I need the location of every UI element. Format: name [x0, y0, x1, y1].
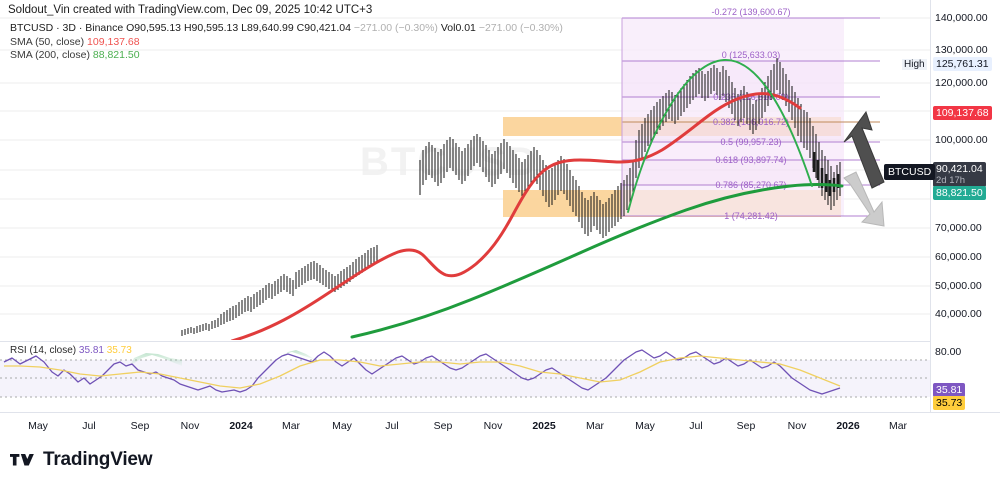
legend-sma200-row[interactable]: SMA (200, close) 88,821.50: [10, 49, 563, 63]
parabolic-arc-pattern: [627, 59, 813, 213]
price-tick-130000: 130,000.00: [935, 44, 988, 56]
time-tick-16: 2026: [836, 420, 860, 432]
bar-countdown: 2d 17h: [933, 175, 986, 187]
legend-open: O90,595.13: [126, 22, 182, 34]
fib-label-0618: 0.618 (93,897.74): [715, 155, 786, 165]
time-tick-0: May: [28, 420, 48, 432]
rsi-legend-label: RSI (14, close): [10, 345, 77, 356]
price-tick-140000: 140,000.00: [935, 12, 988, 24]
legend-sma200-label: SMA (200, close): [10, 49, 90, 61]
legend-volume-change: −271.00 (−0.30%): [478, 22, 563, 34]
up-arrow-annotation[interactable]: [843, 110, 885, 189]
sma50-price-badge: 109,137.68: [933, 106, 992, 120]
price-tick-50000: 50,000.00: [935, 280, 982, 292]
tradingview-logo-icon: [10, 453, 34, 466]
fib-label-0786: 0.786 (85,270.67): [715, 180, 786, 190]
fib-label-neg272: -0.272 (139,600.67): [711, 7, 790, 17]
high-marker-value: 125,761.31: [933, 57, 992, 71]
legend-low: L89,640.99: [241, 22, 294, 34]
legend-change: −271.00 (−0.30%): [353, 22, 438, 34]
legend-high: H90,595.13: [183, 22, 239, 34]
rsi-value-badge: 35.81: [933, 383, 966, 397]
symbol-flag: BTCUSD: [884, 164, 936, 180]
legend-symbol[interactable]: BTCUSD · 3D · Binance: [10, 22, 124, 34]
legend-ohlc-row: BTCUSD · 3D · Binance O90,595.13 H90,595…: [10, 22, 563, 36]
time-tick-12: May: [635, 420, 655, 432]
high-marker-label: High: [902, 59, 927, 70]
chart-footer: TradingView: [0, 441, 1000, 482]
time-tick-15: Nov: [787, 420, 807, 432]
time-tick-3: Nov: [180, 420, 200, 432]
rsi-legend[interactable]: RSI (14, close) 35.81 35.73: [10, 345, 132, 356]
rsi-ma-value-badge: 35.73: [933, 396, 966, 410]
legend-sma50-row[interactable]: SMA (50, close) 109,137.68: [10, 36, 563, 50]
sma50-line: [230, 92, 802, 340]
price-tick-60000: 60,000.00: [935, 251, 982, 263]
fib-label-0382: 0.382 (106,916.72): [713, 117, 789, 127]
time-tick-6: May: [332, 420, 352, 432]
time-tick-1: Jul: [82, 420, 96, 432]
chart-legend: BTCUSD · 3D · Binance O90,595.13 H90,595…: [10, 22, 563, 63]
last-price-value: 90,421.04: [933, 162, 986, 175]
down-arrow-annotation[interactable]: [843, 171, 885, 227]
time-tick-5: Mar: [281, 420, 301, 432]
time-tick-7: Jul: [385, 420, 399, 432]
chart-plot-area[interactable]: BTCUSD: [0, 0, 930, 412]
price-tick-70000: 70,000.00: [935, 222, 982, 234]
sma200-price-badge: 88,821.50: [933, 186, 986, 200]
price-tick-100000: 100,000.00: [935, 134, 988, 146]
legend-close: C90,421.04: [296, 22, 351, 34]
rsi-indicator[interactable]: [0, 349, 930, 398]
time-tick-9: Nov: [483, 420, 503, 432]
time-tick-14: Sep: [736, 420, 756, 432]
pane-separator: [0, 341, 930, 342]
attribution-text: Soldout_Vin created with TradingView.com…: [8, 4, 373, 16]
fibonacci-retracement[interactable]: -0.272 (139,600.67) 0 (125,633.03) 0.236…: [621, 7, 880, 221]
candle-bodies-right: [812, 152, 840, 196]
last-price-tag[interactable]: 90,421.04 2d 17h: [933, 162, 986, 187]
time-tick-10: 2025: [532, 420, 556, 432]
time-axis[interactable]: May Jul Sep Nov 2024 Mar May Jul Sep Nov…: [0, 412, 1000, 441]
rsi-ma-legend-value: 35.73: [106, 345, 132, 356]
tradingview-brand-text: TradingView: [43, 449, 153, 470]
time-tick-17: Mar: [888, 420, 908, 432]
fib-label-1: 1 (74,281.42): [724, 211, 778, 221]
sma200-line: [350, 183, 844, 339]
legend-sma50-label: SMA (50, close): [10, 35, 85, 48]
rsi-ma-line: [4, 355, 841, 389]
fib-label-05: 0.5 (99,957.23): [720, 137, 781, 147]
rsi-legend-value: 35.81: [78, 345, 104, 356]
legend-volume: Vol0.01: [440, 22, 476, 34]
legend-sma50-value: 109,137.68: [87, 35, 140, 48]
fib-label-0236: 0.236 (116,516.09): [713, 92, 788, 102]
price-tick-40000: 40,000.00: [935, 308, 982, 320]
time-tick-11: Mar: [585, 420, 605, 432]
legend-sma200-value: 88,821.50: [92, 49, 140, 61]
time-tick-2: Sep: [130, 420, 150, 432]
rsi-gridlines: [0, 359, 930, 398]
rsi-tick-80: 80.00: [935, 346, 962, 358]
time-tick-4: 2024: [229, 420, 253, 432]
price-axis[interactable]: 140,000.00 130,000.00 120,000.00 100,000…: [930, 0, 1000, 412]
time-tick-8: Sep: [433, 420, 453, 432]
chart-svg-layer: -0.272 (139,600.67) 0 (125,633.03) 0.236…: [0, 7, 930, 398]
tradingview-logo[interactable]: TradingView: [10, 449, 153, 471]
fib-label-0: 0 (125,633.03): [722, 50, 781, 60]
price-tick-120000: 120,000.00: [935, 77, 988, 89]
time-tick-13: Jul: [689, 420, 703, 432]
